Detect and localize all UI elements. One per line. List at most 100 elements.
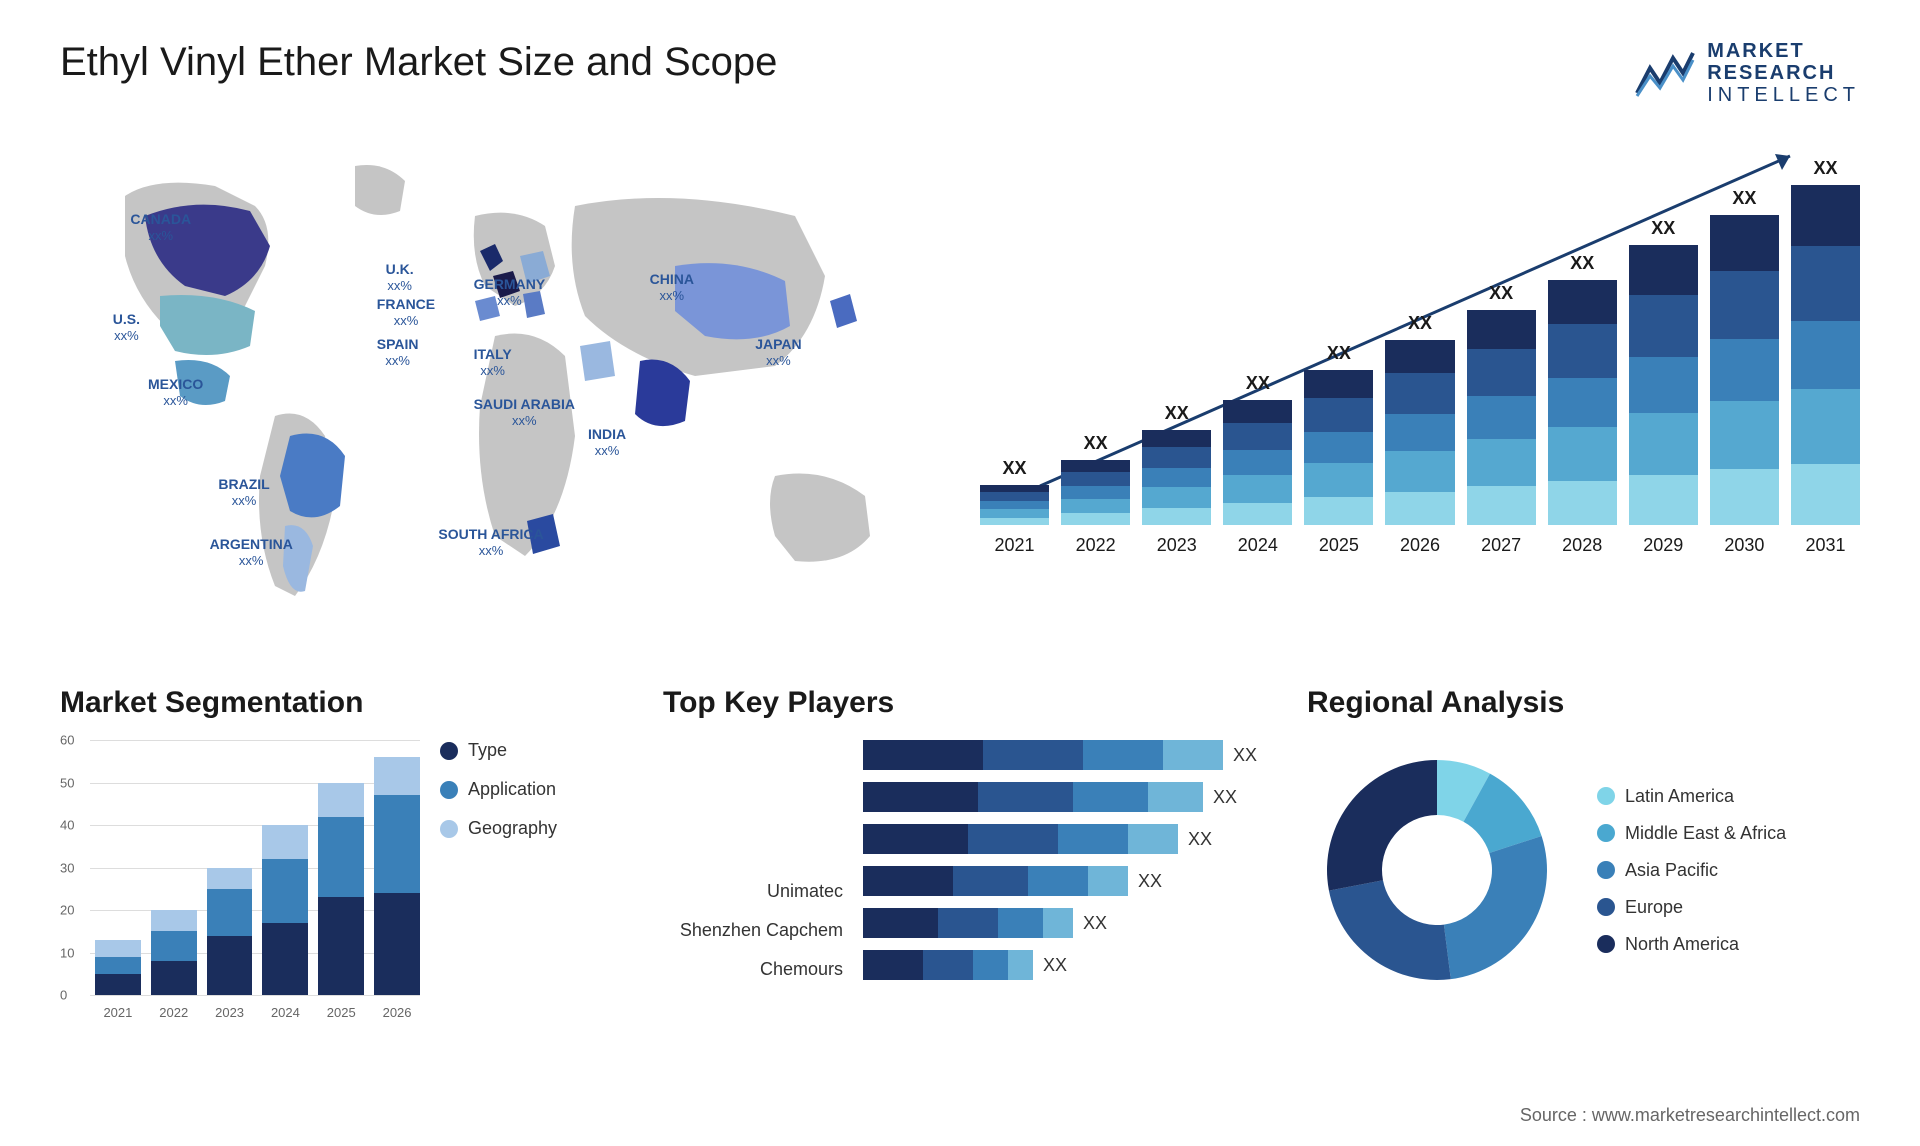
growth-bar: XX2024 [1223, 373, 1292, 556]
player-bar-value: XX [1138, 871, 1162, 892]
player-bar-row: XX [863, 950, 1257, 980]
growth-bar-year: 2023 [1157, 535, 1197, 556]
map-country-label: MEXICOxx% [148, 376, 203, 408]
brand-logo: MARKET RESEARCH INTELLECT [1635, 40, 1860, 106]
logo-line2: RESEARCH [1707, 62, 1860, 84]
legend-item: Europe [1597, 897, 1786, 918]
players-section: Top Key Players Unimatec Shenzhen Capchem… [663, 686, 1257, 1020]
growth-bar: XX 2031 [1791, 158, 1860, 556]
seg-ytick: 30 [60, 860, 74, 875]
growth-bar-chart: XX2021XX2022XX2023XX2024XX2025XX2026XX20… [980, 136, 1860, 636]
map-country-label: CANADAxx% [130, 211, 191, 243]
growth-bar-year: 2028 [1562, 535, 1602, 556]
seg-ytick: 0 [60, 988, 67, 1003]
legend-item: North America [1597, 934, 1786, 955]
segmentation-section: Market Segmentation 01020304050602021202… [60, 686, 613, 1020]
map-country-label: U.K.xx% [386, 261, 414, 293]
logo-line1: MARKET [1707, 40, 1860, 62]
logo-mark-icon [1635, 48, 1695, 98]
growth-bar-year: 2025 [1319, 535, 1359, 556]
seg-bar [262, 825, 308, 995]
growth-bar: XX 2023 [1142, 403, 1211, 556]
logo-line3: INTELLECT [1707, 84, 1860, 106]
legend-item: Type [440, 740, 557, 761]
map-country-label: ITALYxx% [474, 346, 512, 378]
world-map-section: CANADAxx%U.S.xx%MEXICOxx%BRAZILxx%ARGENT… [60, 136, 940, 636]
map-country-label: INDIAxx% [588, 426, 626, 458]
player-bar-value: XX [1213, 787, 1237, 808]
legend-item: Latin America [1597, 786, 1786, 807]
growth-bar-year: 2027 [1481, 535, 1521, 556]
legend-item: Asia Pacific [1597, 860, 1786, 881]
map-country-label: ARGENTINAxx% [210, 536, 293, 568]
player-bar-row: XX [863, 740, 1257, 770]
player-bar-row: XX [863, 782, 1257, 812]
growth-bar-year: 2026 [1400, 535, 1440, 556]
player-bar-row: XX [863, 908, 1257, 938]
growth-bar-value: XX [1327, 343, 1351, 364]
growth-bar-value: XX [1003, 458, 1027, 479]
growth-bar-value: XX [1165, 403, 1189, 424]
player-label: Chemours [663, 959, 843, 980]
growth-bar: XX2027 [1467, 283, 1536, 556]
player-bar-value: XX [1188, 829, 1212, 850]
seg-ytick: 40 [60, 818, 74, 833]
segmentation-title: Market Segmentation [60, 686, 613, 720]
growth-bar: XX 2022 [1061, 433, 1130, 556]
map-country-label: CHINAxx% [650, 271, 694, 303]
seg-xlabel: 2022 [151, 1005, 197, 1020]
growth-bar: XX 2028 [1548, 253, 1617, 556]
player-bar-value: XX [1233, 745, 1257, 766]
seg-bar [207, 868, 253, 996]
growth-bar-value: XX [1651, 218, 1675, 239]
map-country-label: U.S.xx% [113, 311, 140, 343]
growth-bar-value: XX [1084, 433, 1108, 454]
map-country-label: FRANCExx% [377, 296, 435, 328]
player-bar-value: XX [1083, 913, 1107, 934]
players-labels: Unimatec Shenzhen Capchem Chemours [663, 740, 843, 980]
legend-item: Application [440, 779, 557, 800]
donut-slice [1329, 880, 1451, 980]
legend-item: Geography [440, 818, 557, 839]
growth-bar-year: 2022 [1076, 535, 1116, 556]
donut-slice [1327, 760, 1437, 891]
map-country-label: GERMANYxx% [474, 276, 546, 308]
regional-donut-chart [1307, 740, 1567, 1000]
page-title: Ethyl Vinyl Ether Market Size and Scope [60, 40, 777, 85]
growth-bar-year: 2031 [1805, 535, 1845, 556]
regional-title: Regional Analysis [1307, 686, 1860, 720]
seg-xlabel: 2025 [318, 1005, 364, 1020]
growth-bar-year: 2030 [1724, 535, 1764, 556]
seg-xlabel: 2024 [262, 1005, 308, 1020]
player-bar-row: XX [863, 866, 1257, 896]
seg-ytick: 60 [60, 733, 74, 748]
players-bar-chart: XXXXXXXXXXXX [863, 740, 1257, 980]
seg-ytick: 10 [60, 945, 74, 960]
seg-bar [318, 783, 364, 996]
seg-bar [151, 910, 197, 995]
growth-bar: XX 2030 [1710, 188, 1779, 556]
map-country-label: JAPANxx% [755, 336, 801, 368]
growth-bar-year: 2024 [1238, 535, 1278, 556]
growth-bar-year: 2021 [995, 535, 1035, 556]
seg-xlabel: 2021 [95, 1005, 141, 1020]
player-bar-row: XX [863, 824, 1257, 854]
player-bar-value: XX [1043, 955, 1067, 976]
growth-bar: XX2029 [1629, 218, 1698, 556]
map-country-label: SAUDI ARABIAxx% [474, 396, 575, 428]
donut-slice [1444, 836, 1547, 979]
regional-section: Regional Analysis Latin America Middle Ea… [1307, 686, 1860, 1020]
legend-item: Middle East & Africa [1597, 823, 1786, 844]
seg-xlabel: 2023 [207, 1005, 253, 1020]
growth-bar-value: XX [1813, 158, 1837, 179]
player-label: Unimatec [663, 881, 843, 902]
players-title: Top Key Players [663, 686, 1257, 720]
map-country-label: SPAINxx% [377, 336, 419, 368]
growth-bar: XX2026 [1385, 313, 1454, 556]
growth-bar-value: XX [1570, 253, 1594, 274]
seg-ytick: 50 [60, 775, 74, 790]
player-label: Shenzhen Capchem [663, 920, 843, 941]
segmentation-legend: Type Application Geography [440, 740, 557, 1020]
source-text: Source : www.marketresearchintellect.com [1520, 1105, 1860, 1126]
growth-bar-value: XX [1732, 188, 1756, 209]
